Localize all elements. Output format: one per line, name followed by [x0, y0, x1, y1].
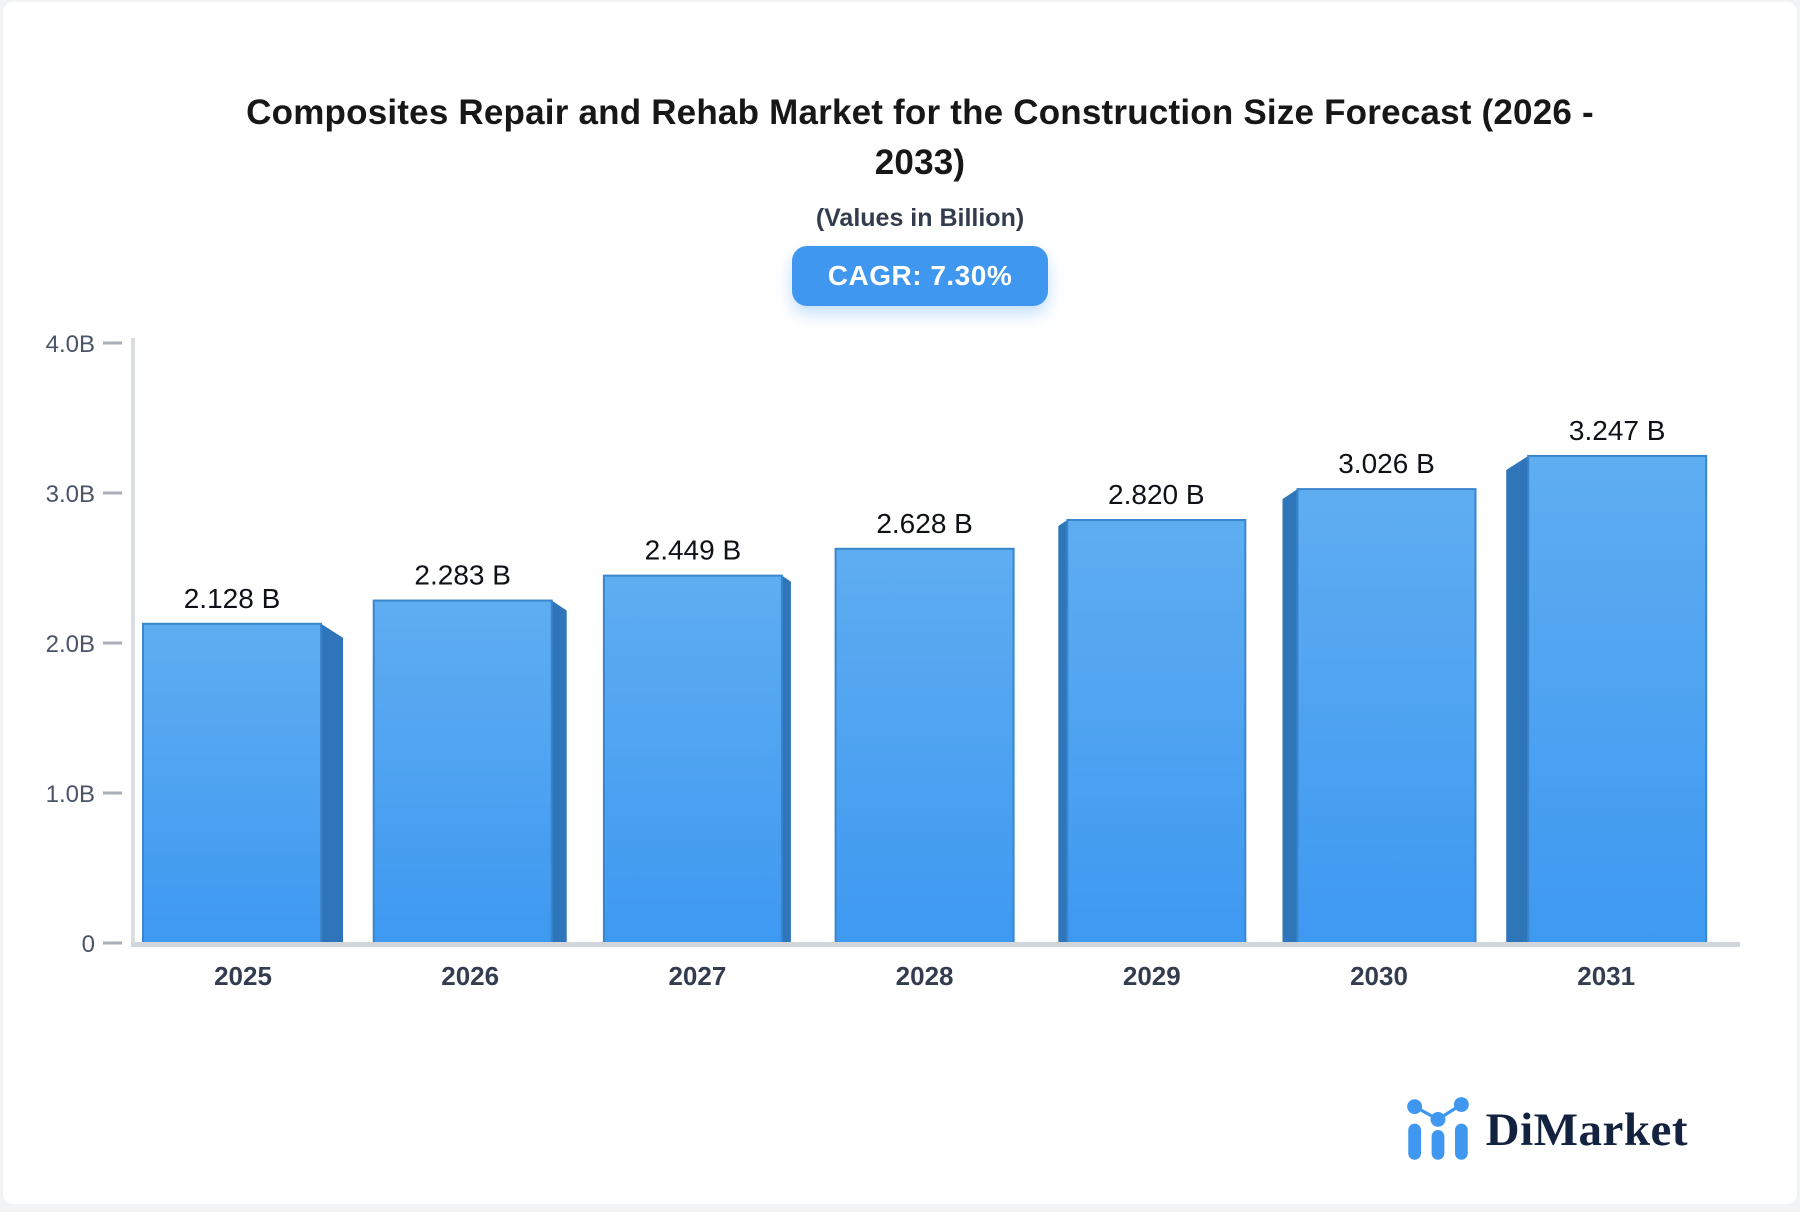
y-tick-label: 2.0B: [46, 631, 95, 658]
x-tick-label-2029: 2029: [1123, 961, 1181, 991]
bar-value-label: 3.247 B: [1569, 415, 1666, 446]
chart-subtitle: (Values in Billion): [815, 204, 1025, 232]
bar-value-label: 2.449 B: [645, 535, 742, 566]
x-axis-line: [131, 942, 1740, 947]
y-tick-label: 3.0B: [46, 481, 95, 508]
x-tick-label-2030: 2030: [1350, 961, 1408, 991]
bar-value-label: 2.128 B: [184, 583, 281, 614]
dimarket-logo: DiMarket: [1404, 1096, 1688, 1164]
y-tick-mark: [103, 341, 122, 345]
bar-2025[interactable]: [142, 622, 322, 944]
y-tick-label: 0: [82, 931, 95, 958]
bar-2028[interactable]: [834, 547, 1015, 944]
bar-2029[interactable]: [1066, 519, 1247, 944]
logo-text: DiMarket: [1485, 1104, 1688, 1156]
bar-2030[interactable]: [1296, 488, 1477, 944]
bar-value-label: 2.820 B: [1108, 479, 1205, 510]
y-tick-mark: [103, 491, 122, 495]
y-tick-mark: [103, 941, 122, 945]
bar-group-2028[interactable]: 2.628 B 2028: [834, 508, 1015, 991]
x-tick-label-2027: 2027: [668, 961, 726, 991]
y-tick-mark: [103, 791, 122, 795]
x-tick-label-2031: 2031: [1577, 961, 1635, 991]
bar-side-face: [1506, 455, 1529, 943]
bar-2031[interactable]: [1527, 454, 1708, 944]
bar-2027[interactable]: [602, 574, 783, 945]
x-tick-label-2025: 2025: [214, 961, 272, 991]
bar-group-2029[interactable]: 2.820 B 2029: [1058, 479, 1247, 991]
y-tick-label: 4.0B: [46, 331, 95, 358]
chart-title: Composites Repair and Rehab Market for t…: [40, 88, 1800, 188]
bar-group-2027[interactable]: 2.449 B 2027: [602, 535, 791, 991]
chart-header: Composites Repair and Rehab Market for t…: [40, 88, 1800, 306]
bar-side-face: [1282, 489, 1298, 943]
x-tick-label-2028: 2028: [896, 961, 954, 991]
bar-value-label: 2.283 B: [414, 560, 511, 591]
y-tick-mark: [103, 641, 122, 645]
bar-side-face: [1058, 520, 1068, 943]
bar-chart: 2.128 B 2025 2.283 B 2026 2.449 B 2027 2.628 B…: [46, 331, 1740, 991]
y-axis-line: [131, 338, 135, 947]
bar-group-2030[interactable]: 3.026 B 2030: [1282, 448, 1477, 991]
bar-side-face: [321, 623, 343, 943]
bar-side-face: [551, 600, 567, 943]
bar-side-face: [781, 575, 791, 943]
y-tick-label: 1.0B: [46, 781, 95, 808]
bar-value-label: 3.026 B: [1338, 448, 1435, 479]
bar-line-chart-icon: [1406, 1097, 1469, 1160]
bar-2026[interactable]: [372, 599, 553, 944]
x-tick-label-2026: 2026: [441, 961, 499, 991]
chart-title-line-2: 2033): [874, 143, 966, 182]
bar-value-label: 2.628 B: [876, 508, 973, 539]
cagr-badge: CAGR: 7.30%: [791, 246, 1049, 306]
bar-group-2025[interactable]: 2.128 B 2025: [142, 583, 343, 991]
bar-group-2026[interactable]: 2.283 B 2026: [372, 560, 567, 991]
chart-title-line-1: Composites Repair and Rehab Market for t…: [246, 93, 1594, 132]
bar-group-2031[interactable]: 3.247 B 2031: [1506, 415, 1708, 991]
